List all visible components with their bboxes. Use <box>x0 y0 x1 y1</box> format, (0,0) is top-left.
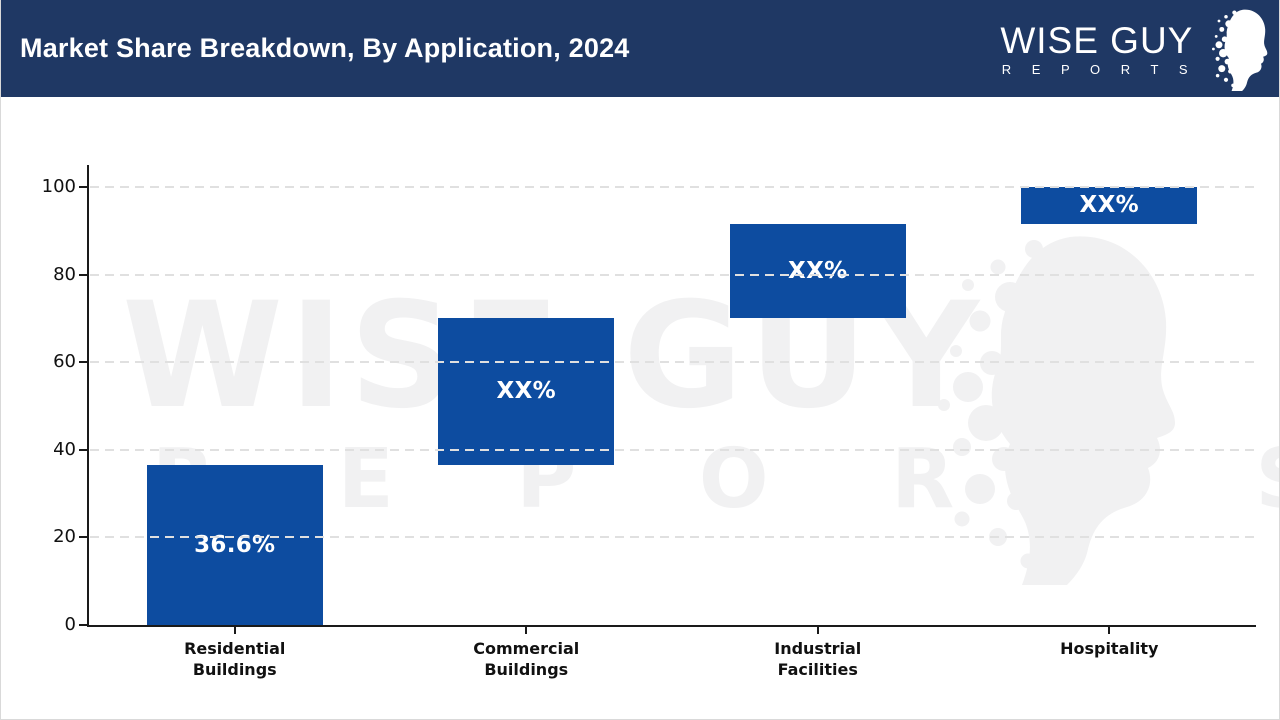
brand-logo-text: WISE GUY R E P O R T S <box>998 19 1196 77</box>
brand-name: WISE GUY <box>1000 19 1194 61</box>
bar-value-label: XX% <box>1079 192 1139 219</box>
bar-4: XX% <box>1021 187 1198 224</box>
y-tick-label-20: 20 <box>53 526 76 548</box>
gridline-40 <box>90 448 1254 451</box>
page-title: Market Share Breakdown, By Application, … <box>20 33 630 63</box>
x-tick-label-line: Residential <box>184 639 286 658</box>
y-axis-tick-60 <box>79 361 87 364</box>
x-tick-label-line: Industrial <box>774 639 862 658</box>
x-tick-label-3: Industrial Facilities <box>708 638 928 680</box>
x-tick-label-line: Hospitality <box>1060 639 1159 658</box>
gridline-60 <box>90 361 1254 364</box>
y-axis-tick-80 <box>79 273 87 276</box>
x-tick-label-line: Buildings <box>192 660 277 679</box>
bar-2: XX% <box>438 317 615 465</box>
y-axis-tick-0 <box>79 624 87 626</box>
bar-1: 36.6% <box>146 464 323 625</box>
y-tick-label-40: 40 <box>53 438 76 460</box>
x-tick-label-1: Residential Buildings <box>125 638 345 680</box>
bar-value-label: 36.6% <box>194 531 276 558</box>
x-axis-tick-2 <box>525 627 528 634</box>
y-axis-tick-100 <box>79 186 87 188</box>
watermark-head-icon <box>878 225 1178 585</box>
x-tick-label-2: Commercial Buildings <box>416 638 636 680</box>
header-bar: Market Share Breakdown, By Application, … <box>0 0 1280 97</box>
x-tick-label-4: Hospitality <box>999 638 1219 659</box>
y-tick-label-0: 0 <box>64 614 76 635</box>
chart-canvas: WISE GUY R E P O R T S 0 20 40 60 80 100 36.6%… <box>0 97 1280 720</box>
gridline-80 <box>90 273 1254 276</box>
y-tick-label-100: 100 <box>41 176 76 197</box>
y-axis-tick-40 <box>79 448 87 451</box>
bar-value-label: XX% <box>788 257 848 284</box>
x-tick-label-line: Buildings <box>484 660 569 679</box>
y-tick-label-60: 60 <box>53 351 76 373</box>
x-axis-line <box>87 625 1256 627</box>
bar-3: XX% <box>729 223 906 318</box>
y-tick-label-80: 80 <box>53 263 76 285</box>
brand-subtitle: R E P O R T S <box>1001 61 1196 77</box>
brand-logo: WISE GUY R E P O R T S <box>998 7 1268 91</box>
x-axis-tick-1 <box>233 627 236 634</box>
x-axis-tick-4 <box>1108 627 1111 634</box>
x-tick-label-line: Commercial <box>473 639 580 658</box>
x-tick-label-line: Facilities <box>777 660 858 679</box>
bar-value-label: XX% <box>496 378 556 405</box>
y-axis-tick-20 <box>79 536 87 539</box>
y-axis-line <box>87 165 89 627</box>
brand-head-icon <box>1198 7 1268 91</box>
x-axis-tick-3 <box>816 627 819 634</box>
